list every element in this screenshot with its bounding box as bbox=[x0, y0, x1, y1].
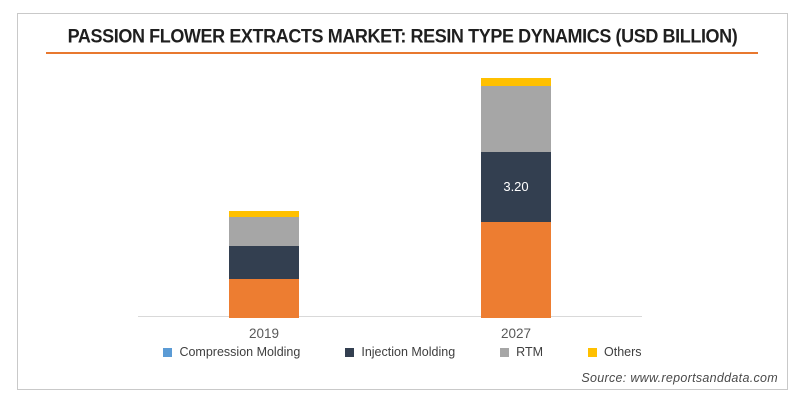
legend-label: Others bbox=[604, 345, 642, 359]
x-axis-label-2019: 2019 bbox=[248, 326, 280, 341]
chart-frame: PASSION FLOWER EXTRACTS MARKET: RESIN TY… bbox=[17, 13, 788, 390]
chart-title: PASSION FLOWER EXTRACTS MARKET: RESIN TY… bbox=[67, 25, 738, 47]
source-credit: Source: www.reportsanddata.com bbox=[581, 371, 778, 385]
plot-area: 3.20 2019 2027 bbox=[18, 14, 787, 389]
bar-segment-injection-molding: 3.20 bbox=[481, 151, 551, 222]
bar-segment-compression-molding bbox=[229, 278, 299, 318]
legend-swatch-icon bbox=[345, 347, 355, 357]
stacked-bar-2027: 3.20 bbox=[481, 78, 551, 318]
legend-label: Compression Molding bbox=[179, 345, 301, 359]
legend-swatch-icon bbox=[163, 347, 173, 357]
legend: Compression Molding Injection Molding RTM O… bbox=[18, 345, 787, 359]
x-axis-line bbox=[138, 316, 642, 317]
bar-segment-others bbox=[481, 78, 551, 87]
bar-segment-others bbox=[229, 210, 299, 218]
legend-label: RTM bbox=[516, 345, 544, 359]
legend-swatch-icon bbox=[588, 347, 598, 357]
bar-data-label: 3.20 bbox=[503, 179, 529, 195]
legend-item-others: Others bbox=[588, 345, 642, 359]
bar-segment-injection-molding bbox=[229, 245, 299, 279]
legend-item-injection-molding: Injection Molding bbox=[345, 345, 455, 359]
bar-segment-compression-molding bbox=[481, 221, 551, 318]
legend-item-rtm: RTM bbox=[500, 345, 543, 359]
stacked-bar-2019 bbox=[229, 210, 299, 318]
title-underline-rule bbox=[46, 52, 758, 54]
bar-segment-rtm bbox=[229, 217, 299, 246]
legend-item-compression-molding: Compression Molding bbox=[163, 345, 300, 359]
x-axis-label-2027: 2027 bbox=[500, 326, 532, 341]
legend-swatch-icon bbox=[500, 347, 510, 357]
legend-label: Injection Molding bbox=[361, 345, 456, 359]
bar-segment-rtm bbox=[481, 86, 551, 152]
